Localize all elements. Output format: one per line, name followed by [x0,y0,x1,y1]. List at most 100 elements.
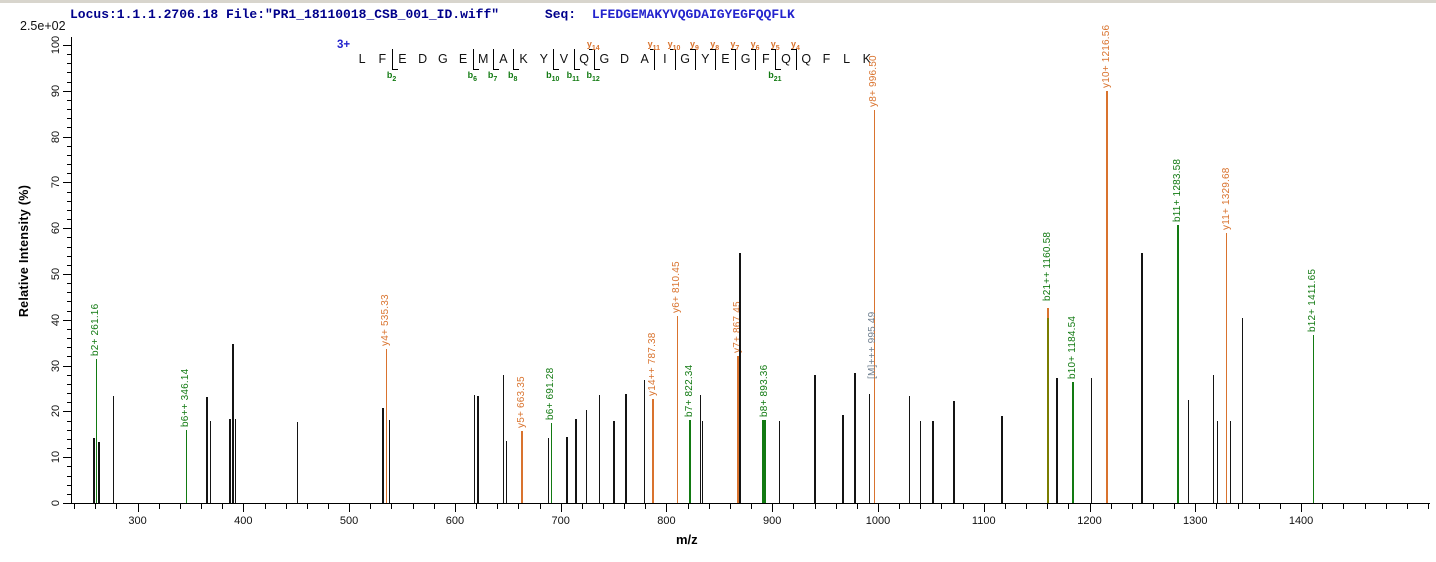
y-ion-marker: y5 [770,39,780,52]
y-axis-minor-tick [66,99,71,101]
x-axis-tick-label: 1400 [1288,515,1314,527]
x-axis-minor-tick [1004,504,1006,509]
window-top-strip [0,0,1436,3]
fragment-site-divider [714,49,716,70]
x-axis-minor-tick [539,504,541,509]
x-axis-major-tick [666,504,668,512]
fragment-site-divider [472,49,474,70]
precursor-peak-label: [M]+++ 995.49 [867,311,879,380]
x-axis-minor-tick [433,504,435,509]
b-fragment-bracket [594,69,600,70]
spectrum-peak [1212,375,1215,503]
x-axis-minor-tick [497,504,499,509]
b-ion-marker: b21 [768,70,782,83]
x-axis-minor-tick [327,504,329,509]
peak-label: y8+ 996.50 [868,55,880,108]
peak-label: b12+ 1411.65 [1307,268,1319,332]
precursor-charge-label: 3+ [337,39,351,51]
x-axis-tick-label: 400 [234,515,253,527]
peak-label: b6++ 346.14 [180,368,192,427]
peak-label: y5+ 663.35 [515,376,527,429]
spectrum-peak [209,421,212,503]
y-axis-tick-label: 30 [50,359,62,372]
spectrum-peak-b-ion [689,420,691,503]
spectrum-peak [778,420,781,503]
y-axis-major-tick [63,503,71,504]
x-axis-minor-tick [1279,504,1281,509]
y-axis-tick-label: 50 [50,267,62,281]
fragment-site-divider [775,49,777,70]
x-axis-minor-tick [962,504,964,509]
spectrum-peak [1001,415,1003,503]
spectrum-peak-b-ion [762,420,764,503]
y-ion-marker: y9 [690,39,699,52]
x-axis-minor-tick [518,504,520,509]
spectrum-peak [625,394,627,503]
b-fragment-bracket [473,69,479,70]
peak-label: y4+ 535.33 [380,293,392,346]
b-fragment-bracket [514,69,519,70]
fragment-site-divider [573,49,575,70]
y-axis-tick-label: 10 [50,451,62,464]
spectrum-peak [919,420,922,503]
b-ion-marker: b12 [586,70,600,83]
y-axis-minor-tick [66,310,71,312]
spectrum-peak [382,408,384,503]
x-axis-tick-label: 1100 [971,515,996,527]
spectrum-peak [229,419,231,503]
sequence-residue: F [378,52,387,66]
sequence-residue: D [620,52,630,66]
x-axis-major-tick [454,504,456,512]
x-axis-minor-tick [222,504,224,509]
y-ion-marker: y6 [750,39,760,52]
spectrum-peak [234,419,237,503]
fragment-site-divider [593,49,595,70]
x-axis-minor-tick [729,504,731,509]
fragment-site-divider [492,49,494,70]
x-axis-tick-label: 700 [551,515,570,527]
x-axis-major-tick [772,504,774,512]
peak-label: b2+ 261.16 [90,303,102,356]
y-axis-tick-label: 0 [50,499,62,507]
spectrum-peak-b-ion [1312,334,1315,503]
y-axis-tick-label: 70 [50,176,62,189]
x-axis-minor-tick [1322,504,1324,509]
y-axis-minor-tick [66,356,71,358]
spectrum-peak [477,396,479,503]
y-axis-minor-tick [66,283,71,285]
y-axis-minor-tick [66,200,71,202]
spectrum-peak [701,420,704,503]
x-axis-minor-tick [835,504,837,509]
spectrum-peak-y-ion [1106,90,1108,503]
y-axis-minor-tick [66,383,71,385]
fragment-site-divider [553,49,555,70]
b-ion-marker: b6 [467,70,478,83]
y-axis-major-tick [63,365,71,367]
spectrum-peak [598,395,601,503]
x-axis-major-tick [877,504,879,512]
x-axis-title: m/z [676,532,698,547]
x-axis-minor-tick [1131,504,1133,509]
x-axis-minor-tick [793,504,795,509]
x-axis-tick-label: 800 [657,515,676,527]
y-axis-minor-tick [66,54,71,56]
spectrum-peak [585,410,588,503]
y-axis-minor-tick [66,338,71,340]
spectrum-peak-b21-ion [1047,317,1049,503]
x-axis-minor-tick [370,504,372,509]
y-axis-minor-tick [66,164,71,166]
b-ion-marker: b11 [566,70,580,83]
x-axis-minor-tick [264,504,266,509]
x-axis-minor-tick [391,504,393,509]
y-axis-minor-tick [66,127,71,129]
y-axis-tick-label: 80 [50,130,62,143]
x-axis-minor-tick [645,504,647,509]
b-fragment-bracket [392,69,398,70]
